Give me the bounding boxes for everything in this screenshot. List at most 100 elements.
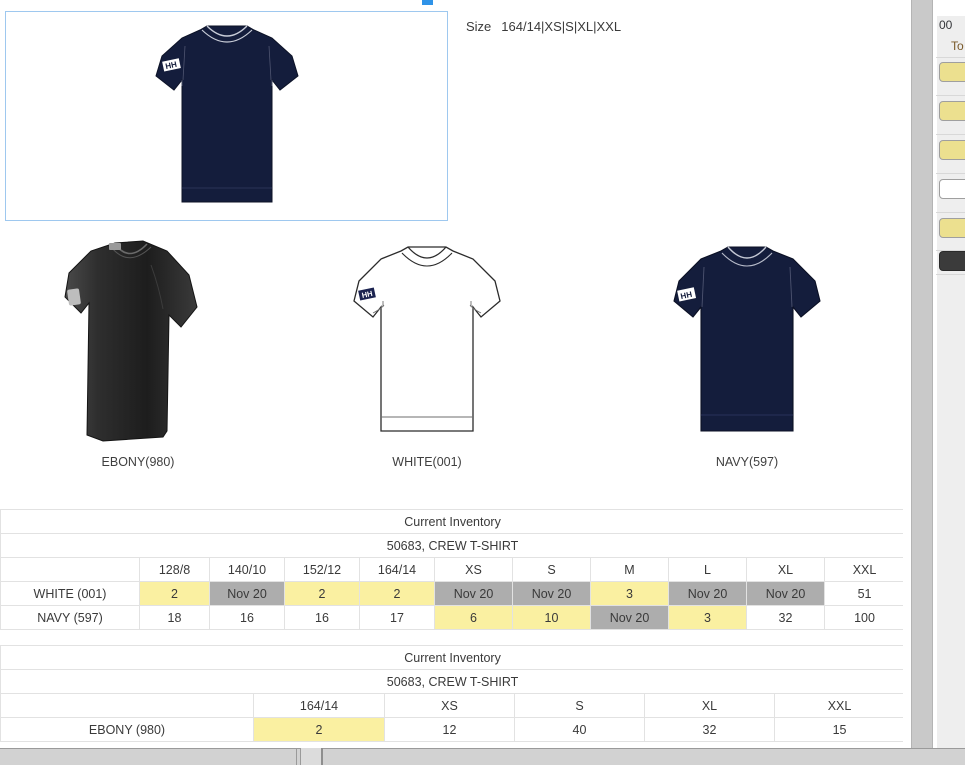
- col-header-xs: XS: [434, 557, 513, 582]
- row-separator: [936, 274, 965, 275]
- row-separator: [936, 95, 965, 96]
- col-header-xl: XL: [644, 693, 775, 718]
- col-header-128-8: 128/8: [139, 557, 210, 582]
- col-header-152-12: 152/12: [284, 557, 360, 582]
- inv-cell: 32: [746, 605, 825, 630]
- inv-cell: 2: [284, 581, 360, 606]
- col-header-xxl: XXL: [773, 693, 906, 718]
- inv-cell: 40: [514, 717, 645, 742]
- chrome-divider-right[interactable]: [321, 748, 323, 765]
- hero-image-panel[interactable]: HH: [5, 11, 448, 221]
- svg-text:HH: HH: [680, 290, 693, 301]
- inv-cell: 2: [253, 717, 385, 742]
- colorway-caption-navy: NAVY(597): [715, 455, 779, 469]
- row-label-ebony: EBONY (980): [0, 717, 254, 742]
- inventory-title-row: Current Inventory: [0, 509, 906, 534]
- inv-cell: Nov 20: [209, 581, 285, 606]
- inv-cell: 12: [384, 717, 515, 742]
- amount-fragment-text: 00: [939, 18, 953, 32]
- inventory-title-row: Current Inventory: [0, 645, 906, 670]
- table-corner-cell: [0, 557, 140, 582]
- inv-cell: 100: [823, 605, 906, 630]
- table-row: WHITE (001) 2 Nov 20 2 2 Nov 20 Nov 20 3…: [0, 581, 906, 606]
- total-header-fragment-text: To: [951, 39, 964, 53]
- inventory-header-row: 128/8 140/10 152/12 164/14 XS S M L XL X…: [0, 557, 906, 582]
- inv-cell: 3: [590, 581, 669, 606]
- col-header-164-14: 164/14: [253, 693, 385, 718]
- quantity-input-2[interactable]: [939, 101, 965, 121]
- colorway-thumbnail-navy[interactable]: HH: [652, 232, 842, 447]
- ebony-tshirt-photo: [64, 240, 198, 442]
- inv-cell: 16: [209, 605, 285, 630]
- page-vertical-scrollbar[interactable]: [911, 0, 933, 748]
- inventory-block-1: Current Inventory 50683, CREW T-SHIRT 12…: [0, 509, 906, 630]
- inventory-sku-row: 50683, CREW T-SHIRT: [0, 669, 906, 694]
- row-label-white: WHITE (001): [0, 581, 140, 606]
- inventory-title: Current Inventory: [0, 509, 906, 534]
- inv-cell: 16: [284, 605, 360, 630]
- size-values: 164/14|XS|S|XL|XXL: [501, 19, 622, 34]
- inv-cell: 15: [773, 717, 906, 742]
- col-header-xl: XL: [746, 557, 825, 582]
- inventory-header-row: 164/14 XS S XL XXL: [0, 693, 906, 718]
- white-tshirt-illustration: HH: [353, 246, 501, 432]
- colorway-thumbnail-white[interactable]: HH: [332, 232, 522, 447]
- row-label-navy: NAVY (597): [0, 605, 140, 630]
- chrome-divider-left: [296, 748, 297, 765]
- inventory-table-1: Current Inventory 50683, CREW T-SHIRT 12…: [0, 509, 906, 630]
- chrome-splitter-gap: [301, 748, 321, 765]
- inv-cell: Nov 20: [512, 581, 591, 606]
- inv-cell: 2: [139, 581, 210, 606]
- inv-cell: 18: [139, 605, 210, 630]
- inventory-table-2: Current Inventory 50683, CREW T-SHIRT 16…: [0, 645, 906, 742]
- navy-tshirt-illustration-large: HH: [154, 25, 299, 203]
- quantity-input-5[interactable]: [939, 218, 965, 238]
- row-separator: [936, 134, 965, 135]
- col-header-s: S: [514, 693, 645, 718]
- inventory-sku-row: 50683, CREW T-SHIRT: [0, 533, 906, 558]
- col-header-m: M: [590, 557, 669, 582]
- quantity-input-3[interactable]: [939, 140, 965, 160]
- inv-cell: 2: [359, 581, 435, 606]
- window-bottom-chrome: [0, 748, 965, 765]
- colorway-caption-white: WHITE(001): [392, 455, 462, 469]
- quantity-input-6-selected[interactable]: [939, 251, 965, 271]
- inventory-sku-line: 50683, CREW T-SHIRT: [0, 533, 906, 558]
- panel-top-whitespace: [936, 0, 965, 16]
- row-separator: [936, 173, 965, 174]
- col-header-xxl: XXL: [823, 557, 906, 582]
- col-header-xs: XS: [384, 693, 515, 718]
- row-separator: [936, 250, 965, 251]
- inv-cell: Nov 20: [590, 605, 669, 630]
- inv-cell: 10: [512, 605, 591, 630]
- col-header-164-14: 164/14: [359, 557, 435, 582]
- right-side-panel-strip: 00 To: [903, 0, 965, 748]
- svg-text:HH: HH: [361, 289, 373, 300]
- inventory-title: Current Inventory: [0, 645, 906, 670]
- col-header-l: L: [668, 557, 747, 582]
- row-separator: [936, 212, 965, 213]
- size-label: Size: [466, 19, 492, 34]
- inv-cell: 17: [359, 605, 435, 630]
- colorway-thumbnail-ebony[interactable]: [43, 232, 233, 447]
- svg-text:HH: HH: [164, 60, 177, 71]
- row-separator: [936, 57, 965, 58]
- table-corner-cell: [0, 693, 254, 718]
- chrome-divider-mid: [300, 748, 301, 765]
- size-line: Size 164/14|XS|S|XL|XXL: [466, 19, 621, 34]
- quantity-input-1[interactable]: [939, 62, 965, 82]
- inventory-sku-line: 50683, CREW T-SHIRT: [0, 669, 906, 694]
- navy-tshirt-illustration: HH: [673, 246, 821, 432]
- table-row: EBONY (980) 2 12 40 32 15: [0, 717, 906, 742]
- col-header-140-10: 140/10: [209, 557, 285, 582]
- inventory-block-2: Current Inventory 50683, CREW T-SHIRT 16…: [0, 645, 906, 742]
- inv-cell: Nov 20: [746, 581, 825, 606]
- col-header-s: S: [512, 557, 591, 582]
- quantity-input-4[interactable]: [939, 179, 965, 199]
- inv-cell: 6: [434, 605, 513, 630]
- order-entry-panel-fragment: [936, 0, 965, 748]
- colorway-caption-ebony: EBONY(980): [101, 455, 175, 469]
- inv-cell: 3: [668, 605, 747, 630]
- hero-product-image: HH: [6, 12, 447, 220]
